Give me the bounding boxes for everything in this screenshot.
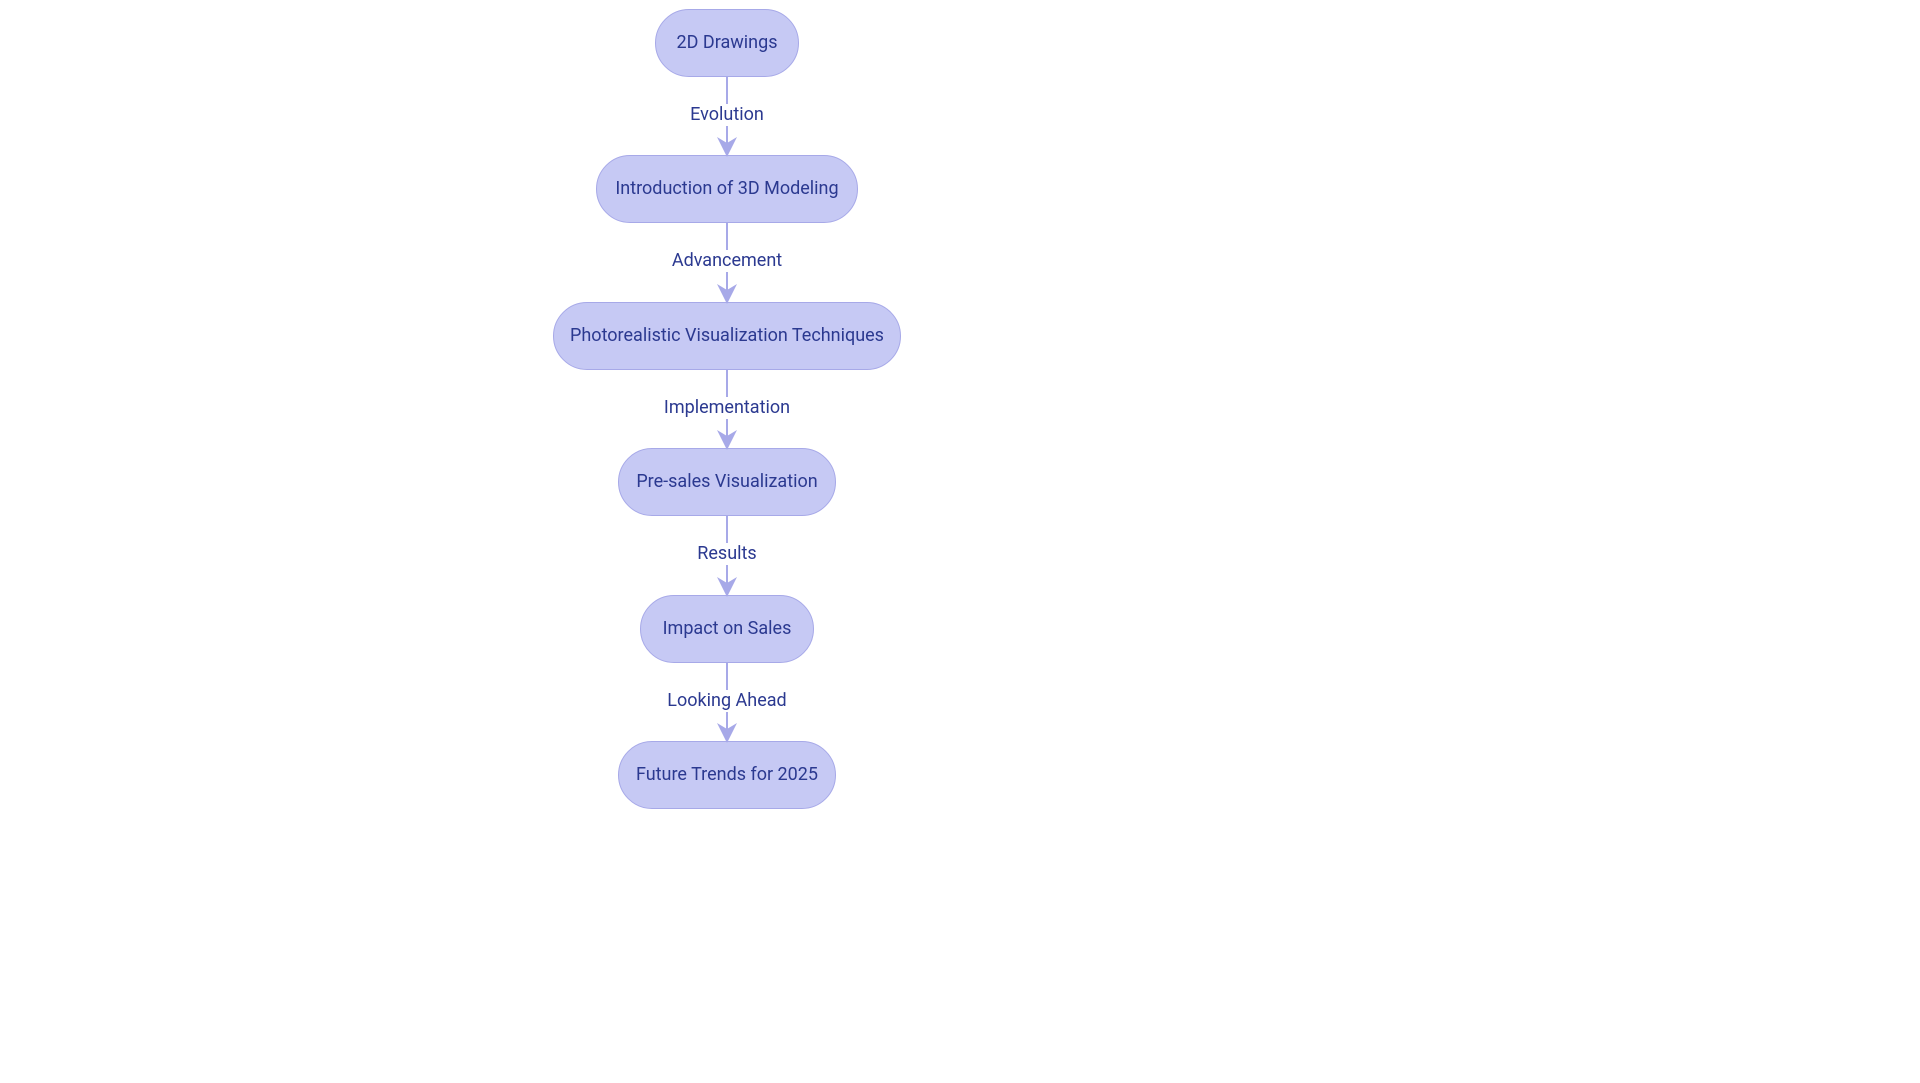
node-label: 2D Drawings — [677, 32, 778, 54]
edge-label-evolution: Evolution — [690, 104, 764, 125]
node-photorealistic: Photorealistic Visualization Techniques — [553, 302, 901, 370]
edge-label-advancement: Advancement — [672, 250, 782, 271]
node-future: Future Trends for 2025 — [618, 741, 836, 809]
edge-label-results: Results — [697, 543, 756, 564]
node-impact: Impact on Sales — [640, 595, 814, 663]
flowchart-canvas: 2D Drawings Introduction of 3D Modeling … — [0, 0, 1920, 1083]
edge-label-implementation: Implementation — [664, 397, 790, 418]
node-2d-drawings: 2D Drawings — [655, 9, 799, 77]
node-3d-modeling: Introduction of 3D Modeling — [596, 155, 858, 223]
node-label: Pre-sales Visualization — [636, 471, 817, 493]
edge-label-looking-ahead: Looking Ahead — [667, 690, 786, 711]
connectors-svg — [0, 0, 1920, 1083]
node-label: Photorealistic Visualization Techniques — [570, 325, 884, 347]
node-label: Future Trends for 2025 — [636, 764, 818, 786]
node-label: Introduction of 3D Modeling — [615, 178, 838, 200]
node-label: Impact on Sales — [663, 618, 792, 640]
node-presales: Pre-sales Visualization — [618, 448, 836, 516]
